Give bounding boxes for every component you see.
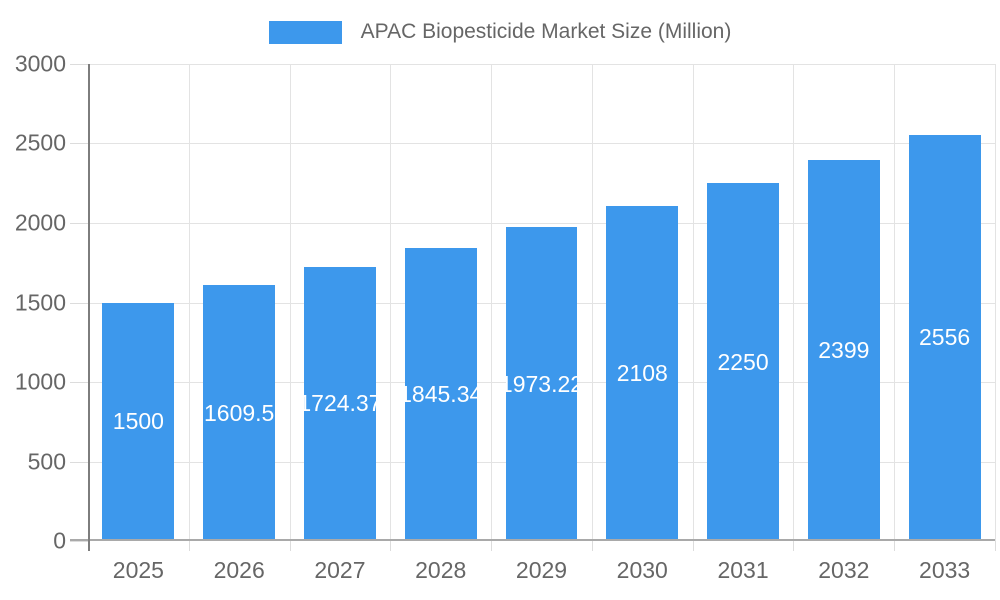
gridline-y [88, 222, 995, 224]
x-tick-label: 2030 [616, 557, 668, 583]
gridline-x [793, 64, 795, 541]
x-tick-label: 2026 [213, 557, 265, 583]
bar[interactable]: 1609.5 [203, 285, 276, 541]
x-tick [591, 541, 593, 551]
gridline-x [390, 64, 392, 541]
y-tick-label: 0 [53, 527, 66, 554]
plot-area: 0 500 1000 1500 2000 2500 3000 1500 1609.5 1724.3… [15, 51, 996, 583]
x-tick [289, 541, 291, 551]
y-tick-label: 1000 [14, 368, 66, 395]
x-tick [894, 541, 896, 551]
x-tick-label: 2027 [314, 557, 366, 583]
gridline-x [289, 64, 291, 541]
bar[interactable]: 2556 [908, 134, 981, 541]
y-tick-label: 2500 [14, 129, 66, 156]
x-tick-label: 2029 [515, 557, 568, 583]
x-axis-line [70, 539, 995, 541]
legend-label: APAC Biopesticide Market Size (Million) [360, 20, 732, 43]
x-tick-label: 2032 [818, 557, 870, 583]
y-tick [70, 381, 88, 383]
legend[interactable]: APAC Biopesticide Market Size (Million) [0, 20, 1000, 44]
legend-swatch [268, 20, 342, 44]
y-tick [70, 302, 88, 304]
y-tick-label: 1500 [14, 289, 66, 315]
x-tick [995, 541, 996, 551]
y-axis-line [88, 64, 90, 551]
bar-value-label: 1724.37 [303, 390, 376, 417]
x-tick [692, 541, 694, 551]
gridline-x [995, 64, 996, 541]
bar[interactable]: 2108 [606, 205, 679, 541]
gridline-x [188, 64, 190, 541]
x-tick [188, 541, 190, 551]
bar-value-label: 2399 [818, 336, 870, 363]
y-tick-label: 2000 [14, 209, 66, 236]
x-tick-label: 2025 [112, 557, 164, 583]
bar[interactable]: 1500 [102, 302, 175, 541]
bar-value-label: 1500 [112, 408, 164, 435]
bar[interactable]: 1973.22 [505, 227, 578, 541]
x-tick [491, 541, 493, 551]
y-tick [70, 541, 88, 542]
bar[interactable]: 1845.34 [404, 247, 477, 541]
x-tick-label: 2031 [717, 557, 769, 583]
bar-value-label: 2556 [919, 324, 971, 351]
bar-value-label: 2108 [616, 359, 668, 386]
gridline-y [88, 143, 995, 145]
y-tick [70, 222, 88, 224]
x-tick-label: 2033 [919, 557, 971, 583]
bar-value-label: 1609.5 [203, 399, 275, 426]
bar[interactable]: 2399 [807, 159, 880, 541]
gridline-x [894, 64, 896, 541]
y-tick [70, 143, 88, 145]
y-tick-label: 3000 [14, 50, 66, 77]
bar[interactable]: 1724.37 [303, 266, 376, 541]
bar[interactable]: 2250 [707, 183, 780, 541]
y-tick-label: 500 [27, 448, 66, 474]
gridline-y [88, 64, 995, 65]
gridline-x [591, 64, 593, 541]
x-tick [793, 541, 795, 551]
gridline-x [491, 64, 493, 541]
bar-value-label: 2250 [717, 348, 769, 375]
gridline-x [692, 64, 694, 541]
x-tick-label: 2028 [415, 557, 467, 583]
bar-value-label: 1845.34 [404, 380, 477, 407]
bar-value-label: 1973.22 [505, 370, 578, 397]
x-tick [390, 541, 392, 551]
y-tick [70, 64, 88, 65]
y-tick [70, 461, 88, 463]
